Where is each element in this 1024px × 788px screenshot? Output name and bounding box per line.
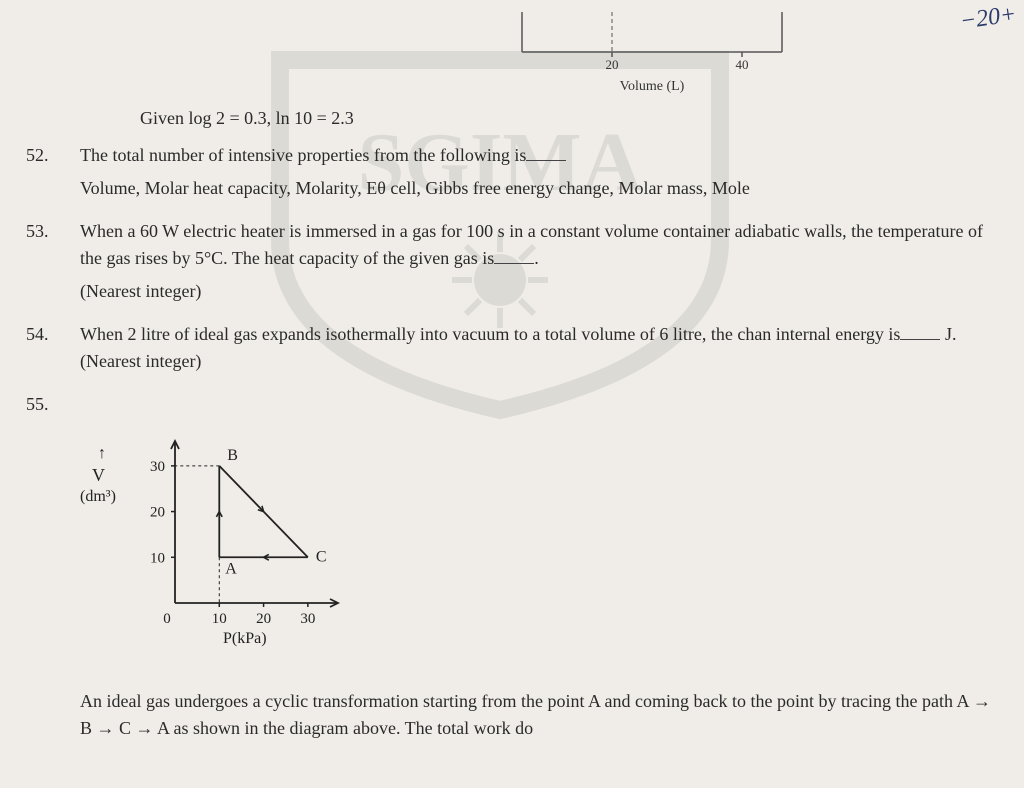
svg-text:B: B [227, 447, 238, 464]
question-number: 54. [20, 321, 80, 381]
question-text: When a 60 W electric heater is immersed … [80, 218, 1004, 311]
fill-blank [526, 143, 566, 161]
question-text [80, 391, 1004, 418]
given-info: Given log 2 = 0.3, ln 10 = 2.3 [140, 105, 1004, 132]
question-text: When 2 litre of ideal gas expands isothe… [80, 321, 1004, 381]
svg-text:P(kPa): P(kPa) [223, 630, 267, 647]
svg-text:30: 30 [300, 611, 315, 627]
svg-text:10: 10 [150, 550, 165, 566]
q55-body-text: An ideal gas undergoes a cyclic transfor… [80, 688, 1004, 748]
question-number: 55. [20, 391, 80, 418]
fill-blank [494, 246, 534, 264]
q55-chart: ↑ V (dm³) 0 10 20 30 10 20 30 P(kPa) A B C [80, 428, 1004, 676]
svg-text:(dm³): (dm³) [80, 488, 116, 505]
svg-text:C: C [316, 548, 327, 565]
question-number: 52. [20, 142, 80, 208]
top-volume-chart: 20 40 Volume (L) [300, 10, 1004, 97]
svg-text:10: 10 [212, 611, 227, 627]
svg-text:0: 0 [163, 611, 171, 627]
svg-text:30: 30 [150, 459, 165, 475]
question-number: 53. [20, 218, 80, 311]
svg-text:A: A [225, 560, 237, 577]
svg-text:40: 40 [736, 57, 749, 70]
svg-text:20: 20 [606, 57, 619, 70]
svg-text:20: 20 [256, 611, 271, 627]
svg-text:20: 20 [150, 505, 165, 521]
question-text: The total number of intensive properties… [80, 142, 1004, 208]
fill-blank [900, 322, 940, 340]
svg-text:V: V [92, 465, 105, 485]
svg-text:↑: ↑ [98, 445, 106, 462]
top-chart-axis-label: Volume (L) [300, 76, 1004, 97]
